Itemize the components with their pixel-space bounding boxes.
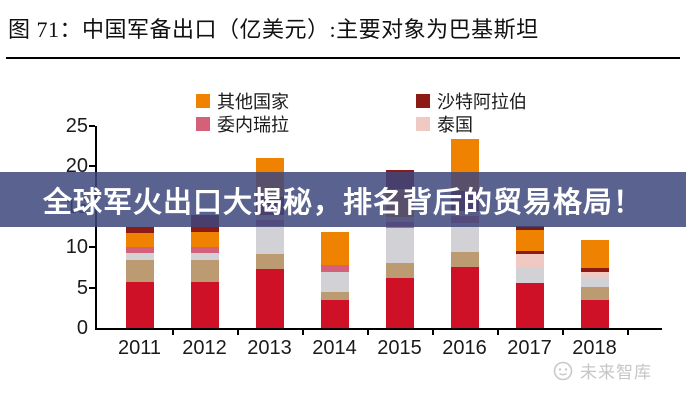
legend-item-thailand: 泰国 — [416, 111, 473, 137]
legend-item-others: 其他国家 — [196, 88, 289, 114]
y-tick-label-5: 5 — [76, 276, 88, 299]
bar-segment-tan — [255, 253, 284, 269]
bar-segment-red — [385, 277, 414, 328]
bar-segment-orange — [320, 231, 349, 265]
bar-segment-gray — [580, 277, 609, 287]
x-tick-label-2017: 2017 — [507, 337, 552, 359]
overlay-banner: 全球军火出口大揭秘，排名背后的贸易格局！ — [0, 172, 686, 227]
bar-2016 — [450, 138, 479, 328]
bar-segment-rose — [190, 247, 219, 253]
legend-item-saudi-arabia: 沙特阿拉伯 — [416, 88, 527, 114]
x-tick-mark — [496, 330, 499, 335]
bar-segment-red — [580, 299, 609, 328]
legend-label-saudi-arabia: 沙特阿拉伯 — [437, 92, 527, 112]
y-axis-line — [95, 126, 97, 330]
legend-label-thailand: 泰国 — [437, 115, 473, 135]
bar-segment-orange — [515, 230, 544, 252]
y-tick-label-10: 10 — [65, 236, 88, 259]
bar-segment-gray — [515, 267, 544, 283]
bar-segment-gray — [255, 226, 284, 254]
x-tick-mark — [626, 330, 629, 335]
bar-segment-gray — [190, 252, 219, 261]
bar-2018 — [580, 239, 609, 328]
legend-swatch-venezuela — [196, 117, 210, 131]
x-tick-label-2014: 2014 — [312, 337, 357, 359]
bar-segment-maroon — [125, 227, 154, 234]
x-tick-label-2015: 2015 — [377, 337, 422, 359]
y-tick-label-25: 25 — [65, 115, 88, 137]
bar-segment-rose — [320, 264, 349, 273]
bar-segment-tan — [190, 260, 219, 282]
legend-swatch-saudi-arabia — [416, 94, 430, 108]
watermark-logo-icon — [552, 360, 574, 382]
legend-item-venezuela: 委内瑞拉 — [196, 111, 289, 137]
bar-segment-red — [255, 268, 284, 328]
legend-swatch-thailand — [416, 117, 430, 131]
bar-segment-maroon — [580, 268, 609, 273]
bar-2012 — [190, 214, 219, 328]
bar-segment-tan — [320, 292, 349, 300]
y-tick-mark — [89, 125, 95, 127]
bar-segment-tan — [580, 286, 609, 300]
x-tick-label-2012: 2012 — [182, 337, 227, 359]
bar-segment-maroon — [515, 251, 544, 255]
x-tick-mark — [366, 330, 369, 335]
x-tick-label-2011: 2011 — [117, 337, 161, 359]
bar-segment-tan — [125, 260, 154, 282]
y-tick-label-20: 20 — [65, 155, 88, 178]
y-tick-label-0: 0 — [76, 317, 88, 339]
watermark-text: 未来智库 — [580, 363, 652, 382]
bar-segment-red — [515, 282, 544, 328]
bar-segment-gray — [450, 222, 479, 252]
bar-2011 — [125, 227, 154, 328]
bar-segment-pink — [580, 272, 609, 278]
x-tick-mark — [431, 330, 434, 335]
bar-2017 — [515, 226, 544, 328]
bar-segment-red — [190, 281, 219, 328]
bar-segment-red — [320, 299, 349, 328]
y-tick-mark — [89, 246, 95, 249]
bar-segment-pink — [515, 254, 544, 268]
overlay-banner-text: 全球军火出口大揭秘，排名背后的贸易格局！ — [42, 186, 643, 219]
legend-label-venezuela: 委内瑞拉 — [217, 115, 289, 135]
bar-segment-orange — [125, 233, 154, 248]
bar-segment-tan — [385, 262, 414, 278]
y-tick-mark — [89, 286, 95, 289]
legend-swatch-others — [196, 94, 210, 108]
bar-segment-rose — [125, 247, 154, 253]
bar-segment-orange — [580, 239, 609, 269]
x-tick-mark — [171, 330, 174, 335]
bar-segment-gray — [125, 252, 154, 261]
bar-segment-gray — [320, 272, 349, 293]
x-tick-label-2018: 2018 — [572, 337, 617, 359]
x-tick-mark — [561, 330, 564, 335]
bar-segment-red — [125, 281, 154, 328]
bar-segment-tan — [450, 251, 479, 268]
y-tick-mark — [89, 165, 95, 168]
x-tick-mark — [301, 330, 304, 335]
bar-segment-gray — [385, 227, 414, 263]
x-tick-mark — [236, 330, 239, 335]
x-tick-label-2016: 2016 — [442, 337, 487, 359]
x-axis-line — [95, 328, 662, 330]
figure-title: 图 71：中国军备出口（亿美元）:主要对象为巴基斯坦 — [8, 17, 539, 42]
title-divider — [6, 57, 680, 59]
bar-segment-darkmaroon — [515, 226, 544, 231]
bar-2014 — [320, 231, 349, 328]
bar-segment-red — [450, 267, 479, 328]
x-tick-label-2013: 2013 — [247, 337, 292, 359]
watermark: 未来智库 — [552, 358, 652, 383]
legend-label-others: 其他国家 — [217, 92, 289, 112]
bar-segment-orange — [190, 231, 219, 248]
